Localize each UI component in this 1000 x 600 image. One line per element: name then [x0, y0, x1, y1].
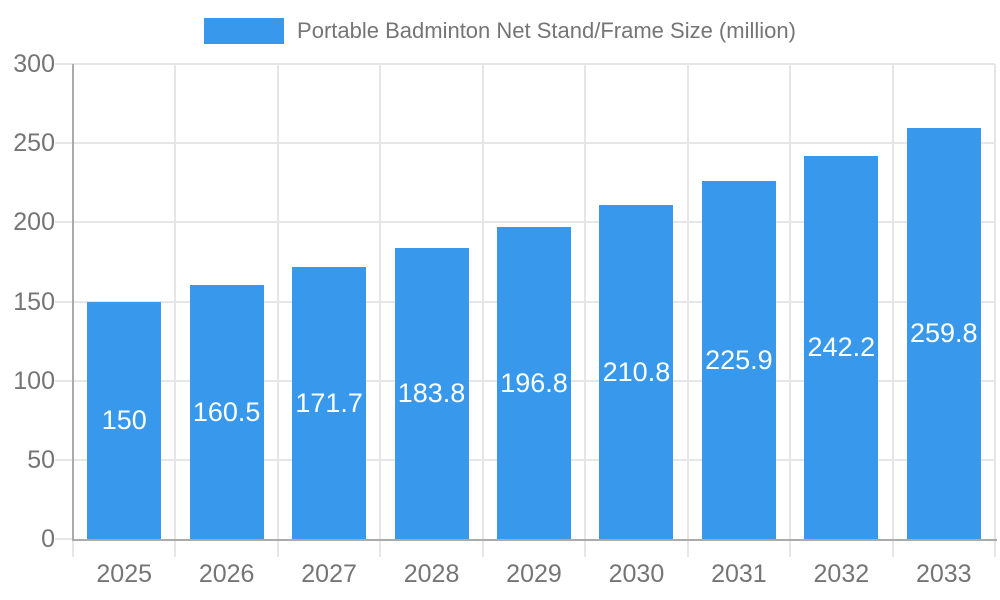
gridline-v — [276, 64, 279, 557]
bar-value-label: 196.8 — [500, 368, 568, 399]
bar — [906, 127, 981, 539]
gridline-h — [55, 63, 995, 65]
x-tick-label: 2027 — [301, 560, 357, 588]
gridline-v — [686, 64, 689, 557]
gridline-v — [584, 64, 587, 557]
bar — [599, 205, 674, 539]
bar-value-label: 171.7 — [295, 388, 363, 419]
y-tick-label: 150 — [13, 287, 55, 316]
legend-item[interactable]: Portable Badminton Net Stand/Frame Size … — [204, 17, 796, 45]
x-tick-label: 2030 — [608, 560, 665, 588]
bar — [497, 227, 571, 539]
bar-value-label: 225.9 — [705, 345, 773, 376]
gridline-v — [994, 64, 996, 557]
bar-value-label: 242.2 — [807, 332, 876, 363]
x-tick-label: 2029 — [506, 560, 562, 588]
gridline-v — [481, 64, 484, 557]
y-tick-label: 300 — [13, 50, 55, 78]
legend-label: Portable Badminton Net Stand/Frame Size … — [297, 18, 796, 43]
bar — [292, 267, 367, 539]
gridline-v — [789, 64, 792, 557]
x-tick-label: 2028 — [403, 560, 460, 588]
y-axis-tick — [55, 538, 73, 540]
bar-value-label: 183.8 — [397, 378, 466, 409]
x-axis-line — [72, 539, 997, 541]
gridline-v — [891, 64, 894, 557]
y-axis-line — [72, 64, 74, 541]
gridline-h — [55, 142, 995, 145]
y-tick-label: 50 — [27, 445, 55, 474]
x-tick-label: 2026 — [198, 560, 255, 588]
bar-value-label: 150 — [101, 405, 147, 436]
bar — [394, 247, 469, 539]
y-tick-label: 200 — [13, 208, 55, 237]
y-tick-label: 100 — [13, 366, 55, 395]
bar-value-label: 160.5 — [192, 396, 261, 427]
y-tick-label: 250 — [13, 129, 55, 158]
x-tick-label: 2025 — [96, 560, 153, 588]
x-tick-label: 2033 — [915, 560, 972, 588]
legend-swatch — [204, 18, 285, 44]
bar — [701, 181, 776, 539]
gridline-v — [174, 64, 177, 557]
x-tick-label: 2031 — [711, 560, 767, 588]
bar — [804, 155, 879, 539]
bar — [189, 284, 264, 539]
x-tick-label: 2032 — [813, 560, 870, 588]
bar-value-label: 210.8 — [602, 357, 671, 388]
y-tick-label: 0 — [41, 525, 55, 553]
bar — [87, 301, 162, 539]
gridline-h — [55, 221, 995, 224]
gridline-v — [379, 64, 382, 557]
bar-value-label: 259.8 — [909, 318, 978, 349]
legend: Portable Badminton Net Stand/Frame Size … — [0, 17, 1000, 45]
